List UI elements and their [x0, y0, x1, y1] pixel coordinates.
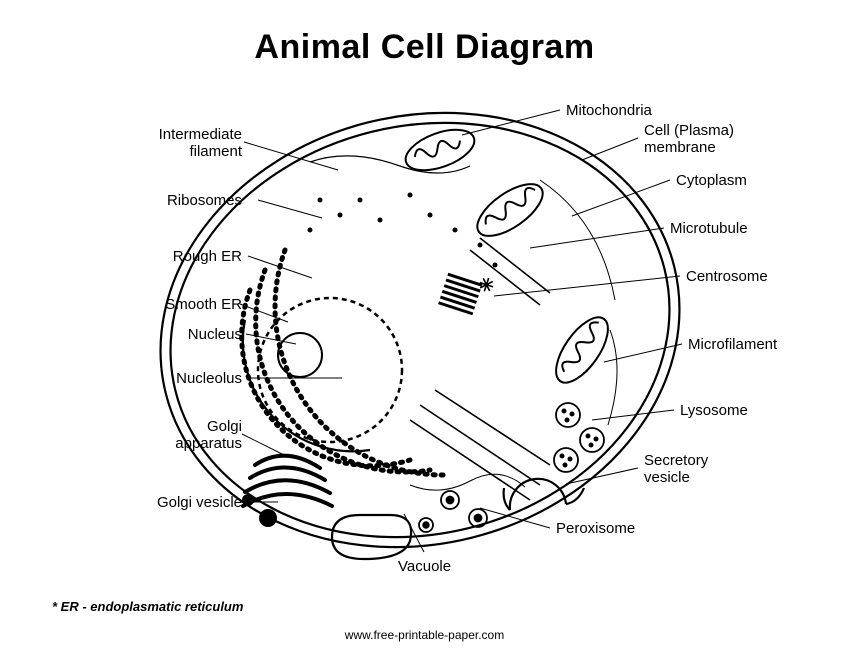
label-intermediate-filament: Intermediatefilament [46, 126, 242, 161]
label-cytoplasm: Cytoplasm [676, 172, 747, 189]
label-vacuole: Vacuole [398, 558, 451, 575]
label-rough-er: Rough ER [46, 248, 242, 265]
label-nucleus: Nucleus [46, 326, 242, 343]
label-ribosomes: Ribosomes [46, 192, 242, 209]
label-golgi-vesicle: Golgi vesicle [46, 494, 242, 511]
footnote: * ER - endoplasmatic reticulum [52, 599, 243, 614]
label-mitochondria: Mitochondria [566, 102, 652, 119]
label-microtubule: Microtubule [670, 220, 748, 237]
label-centrosome: Centrosome [686, 268, 768, 285]
label-lysosome: Lysosome [680, 402, 748, 419]
label-secretory-vesicle: Secretoryvesicle [644, 452, 708, 487]
label-microfilament: Microfilament [688, 336, 777, 353]
label-nucleolus: Nucleolus [46, 370, 242, 387]
page: Animal Cell Diagram [0, 0, 849, 656]
page-title: Animal Cell Diagram [0, 28, 849, 67]
label-cell-membrane: Cell (Plasma)membrane [644, 122, 734, 157]
label-golgi-apparatus: Golgiapparatus [46, 418, 242, 453]
label-smooth-er: Smooth ER [46, 296, 242, 313]
label-peroxisome: Peroxisome [556, 520, 635, 537]
site-url: www.free-printable-paper.com [0, 628, 849, 642]
